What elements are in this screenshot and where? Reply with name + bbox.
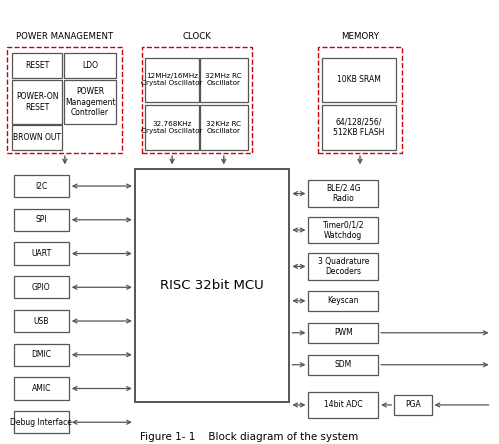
Text: SDM: SDM bbox=[335, 360, 352, 369]
Text: LDO: LDO bbox=[82, 61, 98, 70]
Bar bbox=[200, 58, 248, 102]
Bar bbox=[145, 58, 199, 102]
Bar bbox=[200, 105, 248, 150]
Text: MEMORY: MEMORY bbox=[341, 32, 379, 41]
Text: RISC 32bit MCU: RISC 32bit MCU bbox=[160, 279, 264, 292]
Text: 32MHz RC
Oscillator: 32MHz RC Oscillator bbox=[206, 73, 242, 87]
Bar bbox=[14, 377, 69, 400]
Bar bbox=[14, 276, 69, 298]
Bar bbox=[308, 180, 378, 207]
Bar bbox=[308, 253, 378, 280]
Bar bbox=[135, 169, 289, 402]
Bar bbox=[14, 209, 69, 231]
Text: GPIO: GPIO bbox=[32, 283, 51, 292]
Text: Timer0/1/2
Watchdog: Timer0/1/2 Watchdog bbox=[322, 220, 364, 240]
Bar bbox=[308, 323, 378, 343]
Text: BROWN OUT: BROWN OUT bbox=[13, 133, 61, 142]
Text: DMIC: DMIC bbox=[31, 350, 51, 359]
Bar bbox=[308, 355, 378, 375]
Bar bbox=[322, 105, 396, 150]
Text: Debug Interface: Debug Interface bbox=[10, 418, 72, 427]
Text: POWER MANAGEMENT: POWER MANAGEMENT bbox=[16, 32, 113, 41]
Text: 10KB SRAM: 10KB SRAM bbox=[337, 75, 381, 84]
Text: CLOCK: CLOCK bbox=[183, 32, 212, 41]
Text: 3 Quadrature
Decoders: 3 Quadrature Decoders bbox=[318, 257, 369, 276]
Text: PGA: PGA bbox=[405, 400, 421, 409]
Bar bbox=[14, 411, 69, 433]
Bar bbox=[12, 125, 62, 150]
Bar bbox=[142, 47, 252, 153]
Bar bbox=[14, 242, 69, 265]
Text: I2C: I2C bbox=[35, 182, 47, 190]
Text: AMIC: AMIC bbox=[32, 384, 51, 393]
Bar bbox=[308, 392, 378, 418]
Text: RESET: RESET bbox=[25, 61, 49, 70]
Text: BLE/2.4G
Radio: BLE/2.4G Radio bbox=[326, 184, 361, 203]
Text: 64/128/256/
512KB FLASH: 64/128/256/ 512KB FLASH bbox=[333, 118, 384, 137]
Text: PWM: PWM bbox=[334, 328, 353, 337]
Bar bbox=[394, 395, 432, 415]
Text: Figure 1- 1    Block diagram of the system: Figure 1- 1 Block diagram of the system bbox=[140, 432, 359, 442]
Text: 12MHz/16MHz
Crystal Oscillator: 12MHz/16MHz Crystal Oscillator bbox=[141, 73, 203, 87]
Bar bbox=[318, 47, 402, 153]
Text: 32.768KHz
Crystal Oscillator: 32.768KHz Crystal Oscillator bbox=[141, 121, 203, 134]
Text: POWER-ON
RESET: POWER-ON RESET bbox=[16, 92, 59, 112]
Bar bbox=[145, 105, 199, 150]
Bar bbox=[14, 344, 69, 366]
Bar bbox=[322, 58, 396, 102]
Bar bbox=[14, 310, 69, 332]
Text: UART: UART bbox=[31, 249, 51, 258]
Text: Keyscan: Keyscan bbox=[327, 296, 359, 305]
Text: SPI: SPI bbox=[35, 215, 47, 224]
Bar bbox=[14, 175, 69, 197]
Bar bbox=[308, 217, 378, 243]
Bar bbox=[12, 53, 62, 78]
Bar bbox=[7, 47, 122, 153]
Text: 32KHz RC
Oscillator: 32KHz RC Oscillator bbox=[206, 121, 242, 134]
Text: 14bit ADC: 14bit ADC bbox=[324, 400, 363, 409]
Text: POWER
Management
Controller: POWER Management Controller bbox=[65, 87, 115, 117]
Bar bbox=[12, 80, 62, 124]
Text: USB: USB bbox=[34, 317, 49, 325]
Bar bbox=[64, 80, 116, 124]
Bar bbox=[308, 291, 378, 311]
Bar bbox=[64, 53, 116, 78]
